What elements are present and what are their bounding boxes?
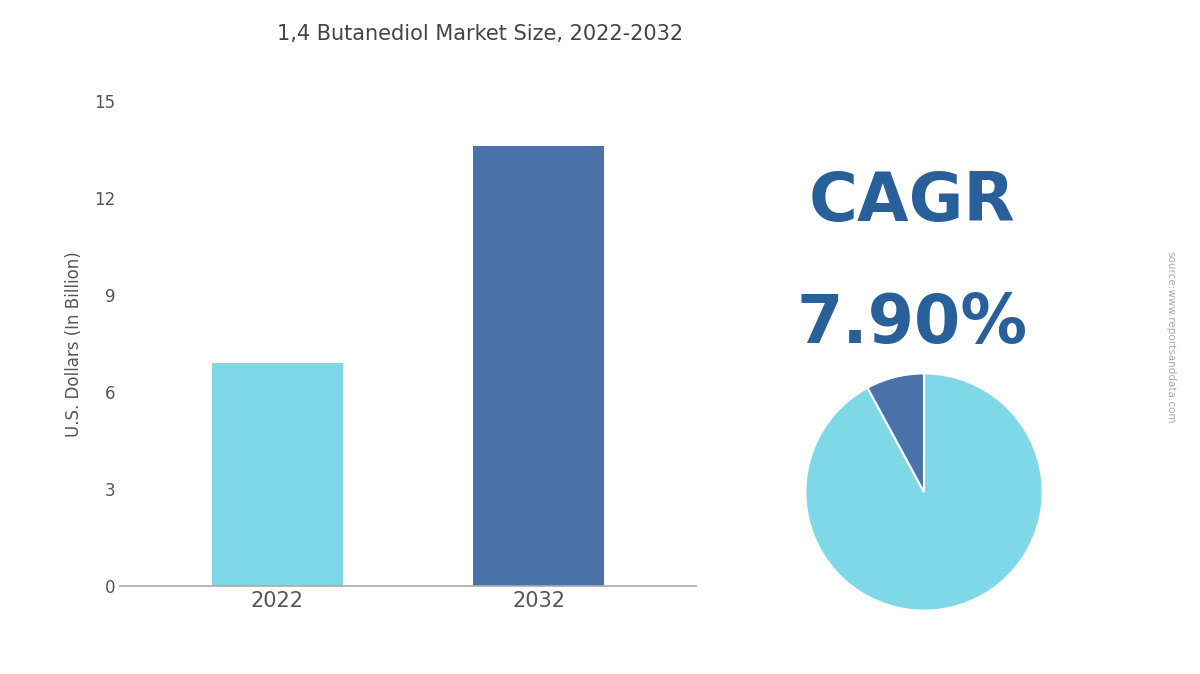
Wedge shape [805,373,1043,611]
Text: 7.90%: 7.90% [797,290,1027,357]
Text: CAGR: CAGR [809,169,1015,235]
Text: source:www.reportsanddata.com: source:www.reportsanddata.com [1165,251,1175,423]
Bar [474,146,605,586]
Y-axis label: U.S. Dollars (In Billion): U.S. Dollars (In Billion) [65,251,83,437]
Bar [211,363,342,586]
Text: 1,4 Butanediol Market Size, 2022-2032: 1,4 Butanediol Market Size, 2022-2032 [277,24,683,44]
Wedge shape [868,373,924,492]
